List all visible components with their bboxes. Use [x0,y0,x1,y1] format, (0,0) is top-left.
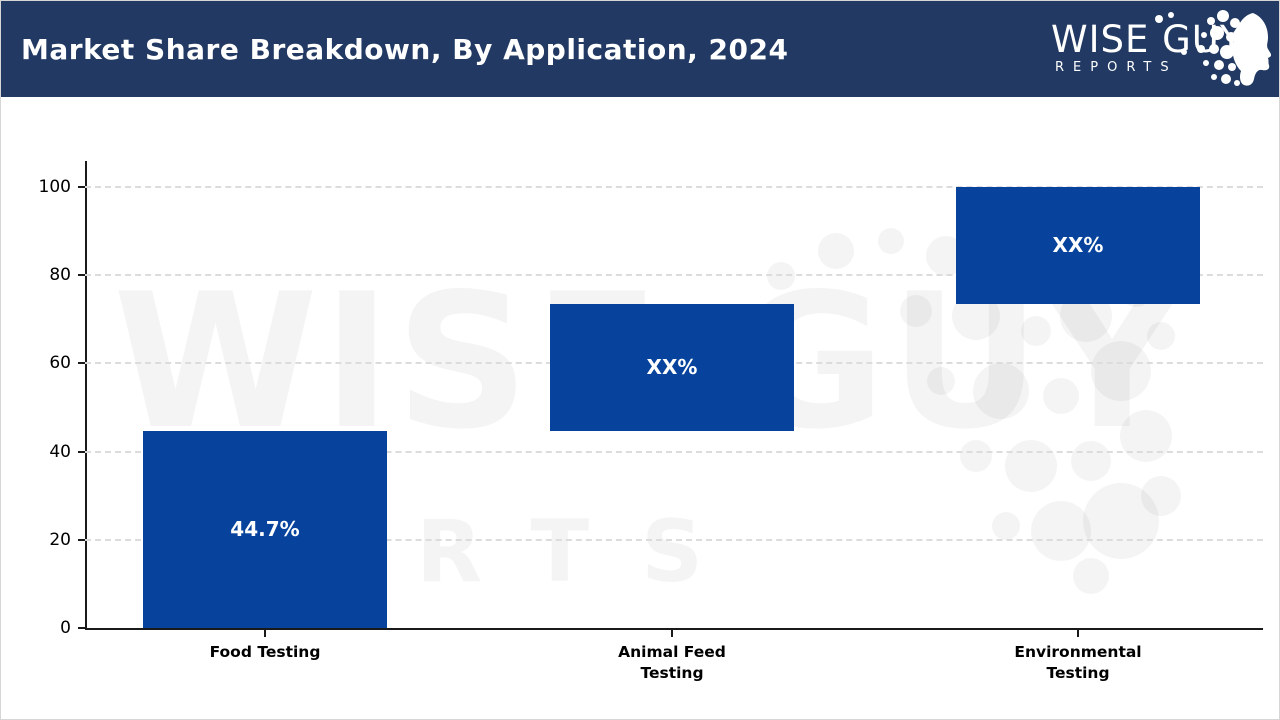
logo-face-icon [1155,10,1271,86]
y-axis-tick-label: 0 [60,618,71,638]
y-axis-tick-label: 20 [49,529,71,550]
logo-subtext: REPORTS [1055,60,1178,75]
x-axis-category-label: Food Testing [209,643,321,661]
x-axis-tick-mark [1077,630,1079,637]
x-axis-tick-mark [264,630,266,637]
bar-chart: 0 20 40 60 80 100 Food Testing Animal Feed Test… [1,97,1279,719]
gridline-y40 [85,450,1263,453]
y-axis-tick-mark [78,450,85,453]
y-axis-tick-mark [78,362,85,365]
bar-segment: XX% [956,187,1200,304]
y-axis-tick-label: 100 [38,177,71,197]
x-axis-category-label: Environmental Testing [1014,643,1142,682]
gridline-y80 [85,274,1263,277]
header-bar: Market Share Breakdown, By Application, … [1,1,1279,97]
x-axis-category-label: Animal Feed Testing [618,643,726,682]
y-axis-tick-mark [78,186,85,188]
x-axis-spine [85,628,1263,630]
page-title: Market Share Breakdown, By Application, … [21,32,789,66]
bar-value-label: XX% [646,355,698,380]
bar-value-label: XX% [1052,233,1104,258]
bar-value-label: 44.7% [230,517,300,542]
wise-guy-logo: WISE GUY REPORTS [1021,7,1271,91]
y-axis-tick-mark [78,538,85,541]
y-axis-tick-label: 80 [49,265,71,286]
y-axis-tick-label: 60 [49,353,71,374]
y-axis-tick-mark [78,274,85,277]
y-axis-tick-label: 40 [49,441,71,462]
y-axis-spine [85,161,87,630]
gridline-y100 [85,186,1263,188]
bar-segment: XX% [550,303,794,431]
bar-segment: 44.7% [143,430,387,628]
x-axis-tick-mark [671,630,673,637]
y-axis-tick-mark [78,627,85,629]
gridline-y20 [85,538,1263,541]
